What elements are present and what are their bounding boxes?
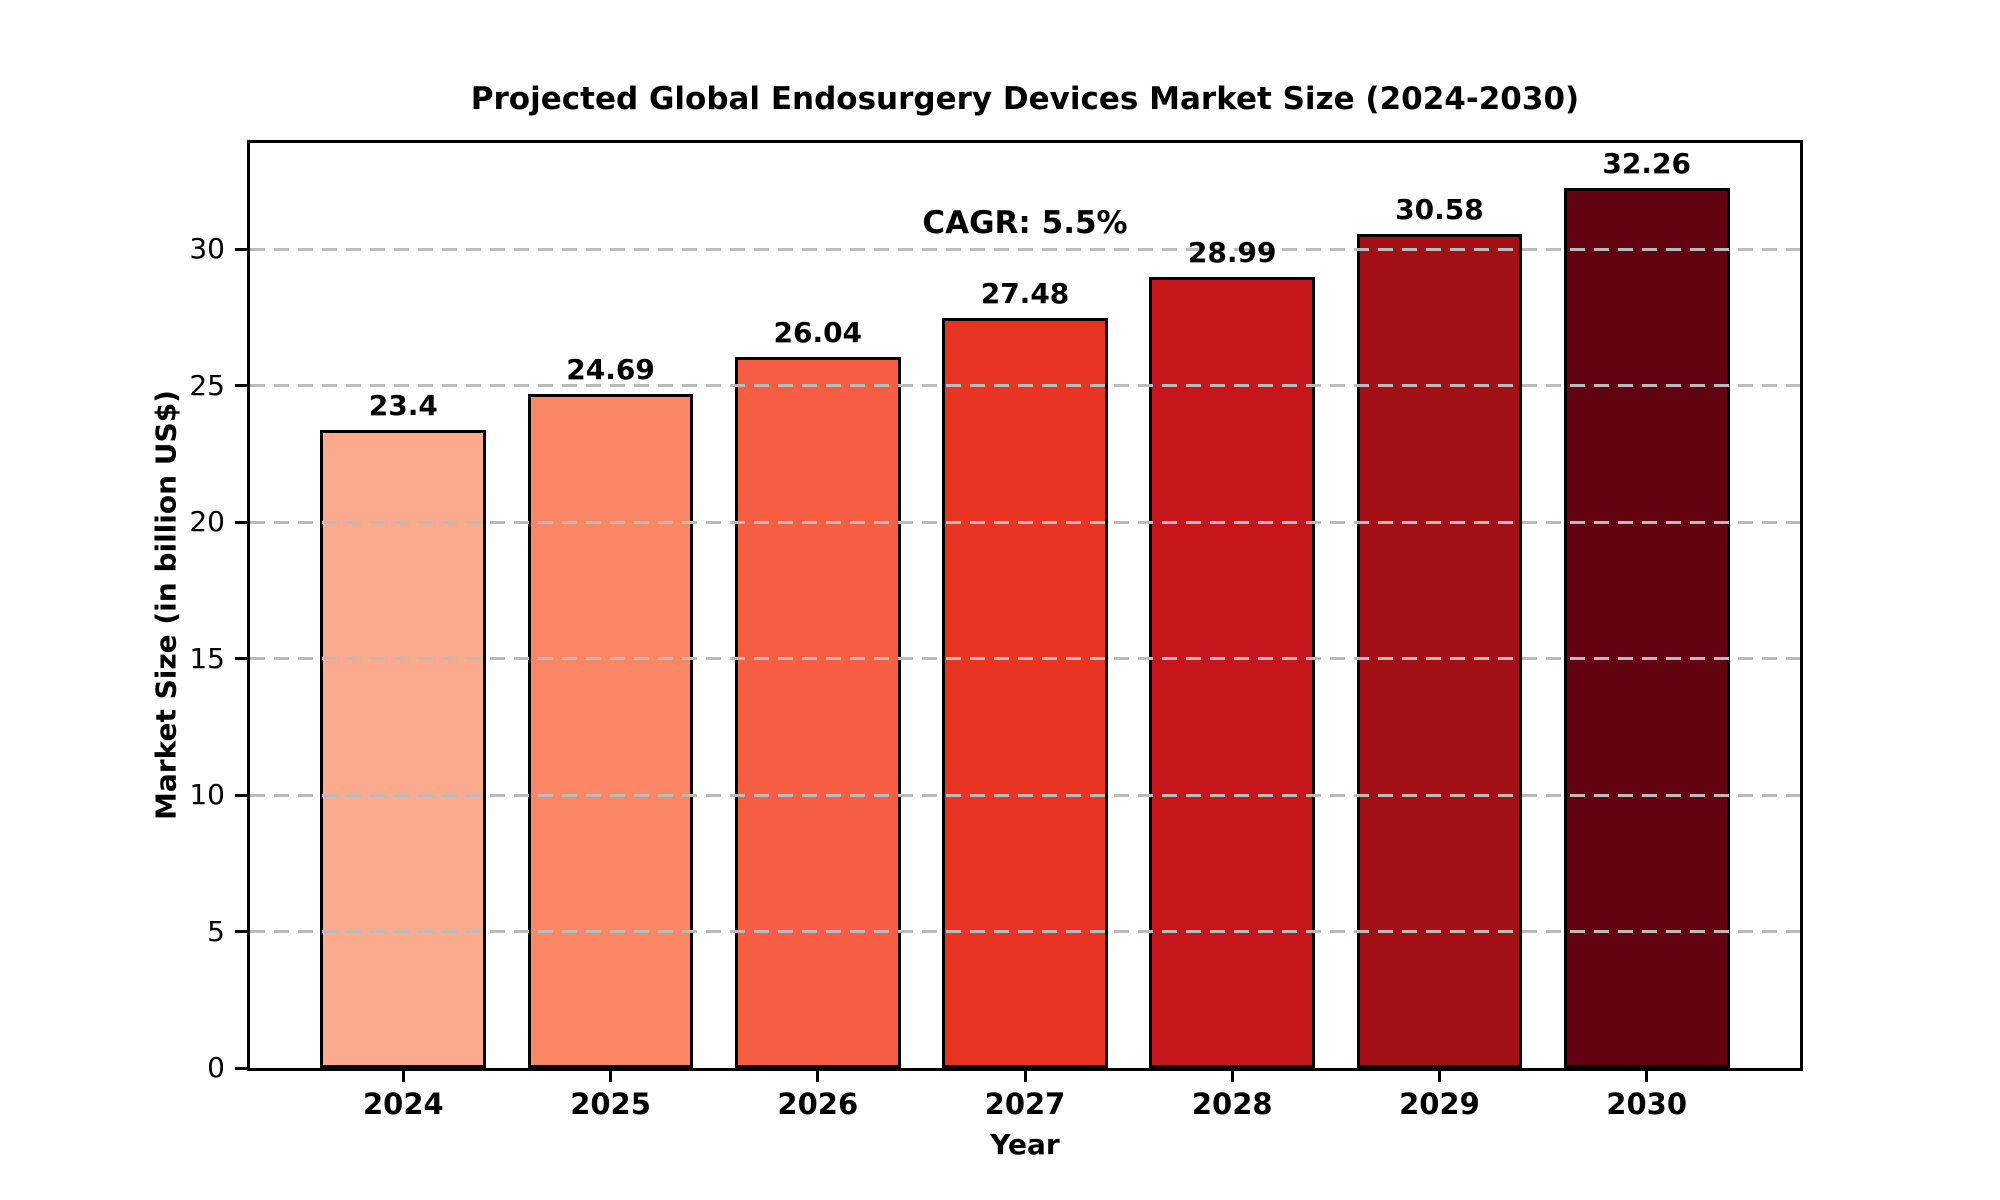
y-tick-label-30: 30 xyxy=(189,232,225,266)
x-tick-mark-2027 xyxy=(1023,1071,1027,1082)
x-tick-label-2026: 2026 xyxy=(777,1087,859,1121)
y-tick-mark-20 xyxy=(235,520,247,524)
gridline-y10 xyxy=(250,793,1800,797)
bar-value-label-2026: 26.04 xyxy=(773,316,863,350)
chart-title: Projected Global Endosurgery Devices Mar… xyxy=(470,81,1580,117)
x-tick-mark-2028 xyxy=(1230,1071,1234,1082)
y-tick-mark-10 xyxy=(235,793,247,797)
x-tick-label-2027: 2027 xyxy=(984,1087,1066,1121)
y-tick-label-20: 20 xyxy=(189,505,225,539)
x-axis-label: Year xyxy=(990,1128,1060,1161)
y-tick-mark-5 xyxy=(235,930,247,934)
x-tick-label-2028: 2028 xyxy=(1191,1087,1273,1121)
x-tick-label-2029: 2029 xyxy=(1399,1087,1480,1121)
bar-2024 xyxy=(320,429,487,1068)
bar-value-label-2029: 30.58 xyxy=(1395,192,1484,226)
bar-2028 xyxy=(1149,276,1316,1068)
y-tick-label-25: 25 xyxy=(189,368,225,402)
x-tick-mark-2029 xyxy=(1437,1071,1441,1082)
y-tick-label-10: 10 xyxy=(189,778,225,812)
x-tick-label-2025: 2025 xyxy=(570,1087,651,1121)
gridline-y25 xyxy=(250,384,1800,388)
y-tick-mark-30 xyxy=(235,247,247,251)
bar-value-label-2030: 32.26 xyxy=(1602,146,1691,180)
gridline-y5 xyxy=(250,930,1800,934)
x-tick-mark-2025 xyxy=(609,1071,613,1082)
bar-2029 xyxy=(1356,233,1523,1068)
y-tick-label-15: 15 xyxy=(189,641,225,675)
x-tick-mark-2024 xyxy=(401,1071,405,1082)
bar-value-label-2024: 23.4 xyxy=(368,388,438,422)
y-tick-label-0: 0 xyxy=(207,1051,225,1084)
gridline-y15 xyxy=(250,657,1800,661)
plot-area: CAGR: 5.5% 23.4 24.69 26.04 27.48 28.99 30.58… xyxy=(247,140,1803,1071)
y-tick-mark-0 xyxy=(235,1066,247,1070)
y-tick-mark-25 xyxy=(235,384,247,388)
y-tick-label-5: 5 xyxy=(207,914,225,948)
gridline-y30 xyxy=(250,247,1800,251)
bar-value-label-2025: 24.69 xyxy=(566,353,655,387)
bar-2025 xyxy=(527,394,694,1068)
x-tick-label-2024: 2024 xyxy=(362,1087,444,1121)
x-tick-mark-2030 xyxy=(1645,1071,1649,1082)
bar-2030 xyxy=(1563,187,1730,1068)
gridline-y20 xyxy=(250,520,1800,524)
bar-2027 xyxy=(942,318,1108,1068)
bar-2026 xyxy=(734,357,901,1068)
y-axis-label: Market Size (in billion US$) xyxy=(149,390,183,820)
y-tick-mark-15 xyxy=(235,657,247,661)
cagr-annotation: CAGR: 5.5% xyxy=(922,205,1128,241)
bar-value-label-2028: 28.99 xyxy=(1187,235,1277,269)
x-tick-mark-2026 xyxy=(816,1071,820,1082)
bar-value-label-2027: 27.48 xyxy=(980,277,1070,311)
x-tick-label-2030: 2030 xyxy=(1606,1087,1688,1121)
